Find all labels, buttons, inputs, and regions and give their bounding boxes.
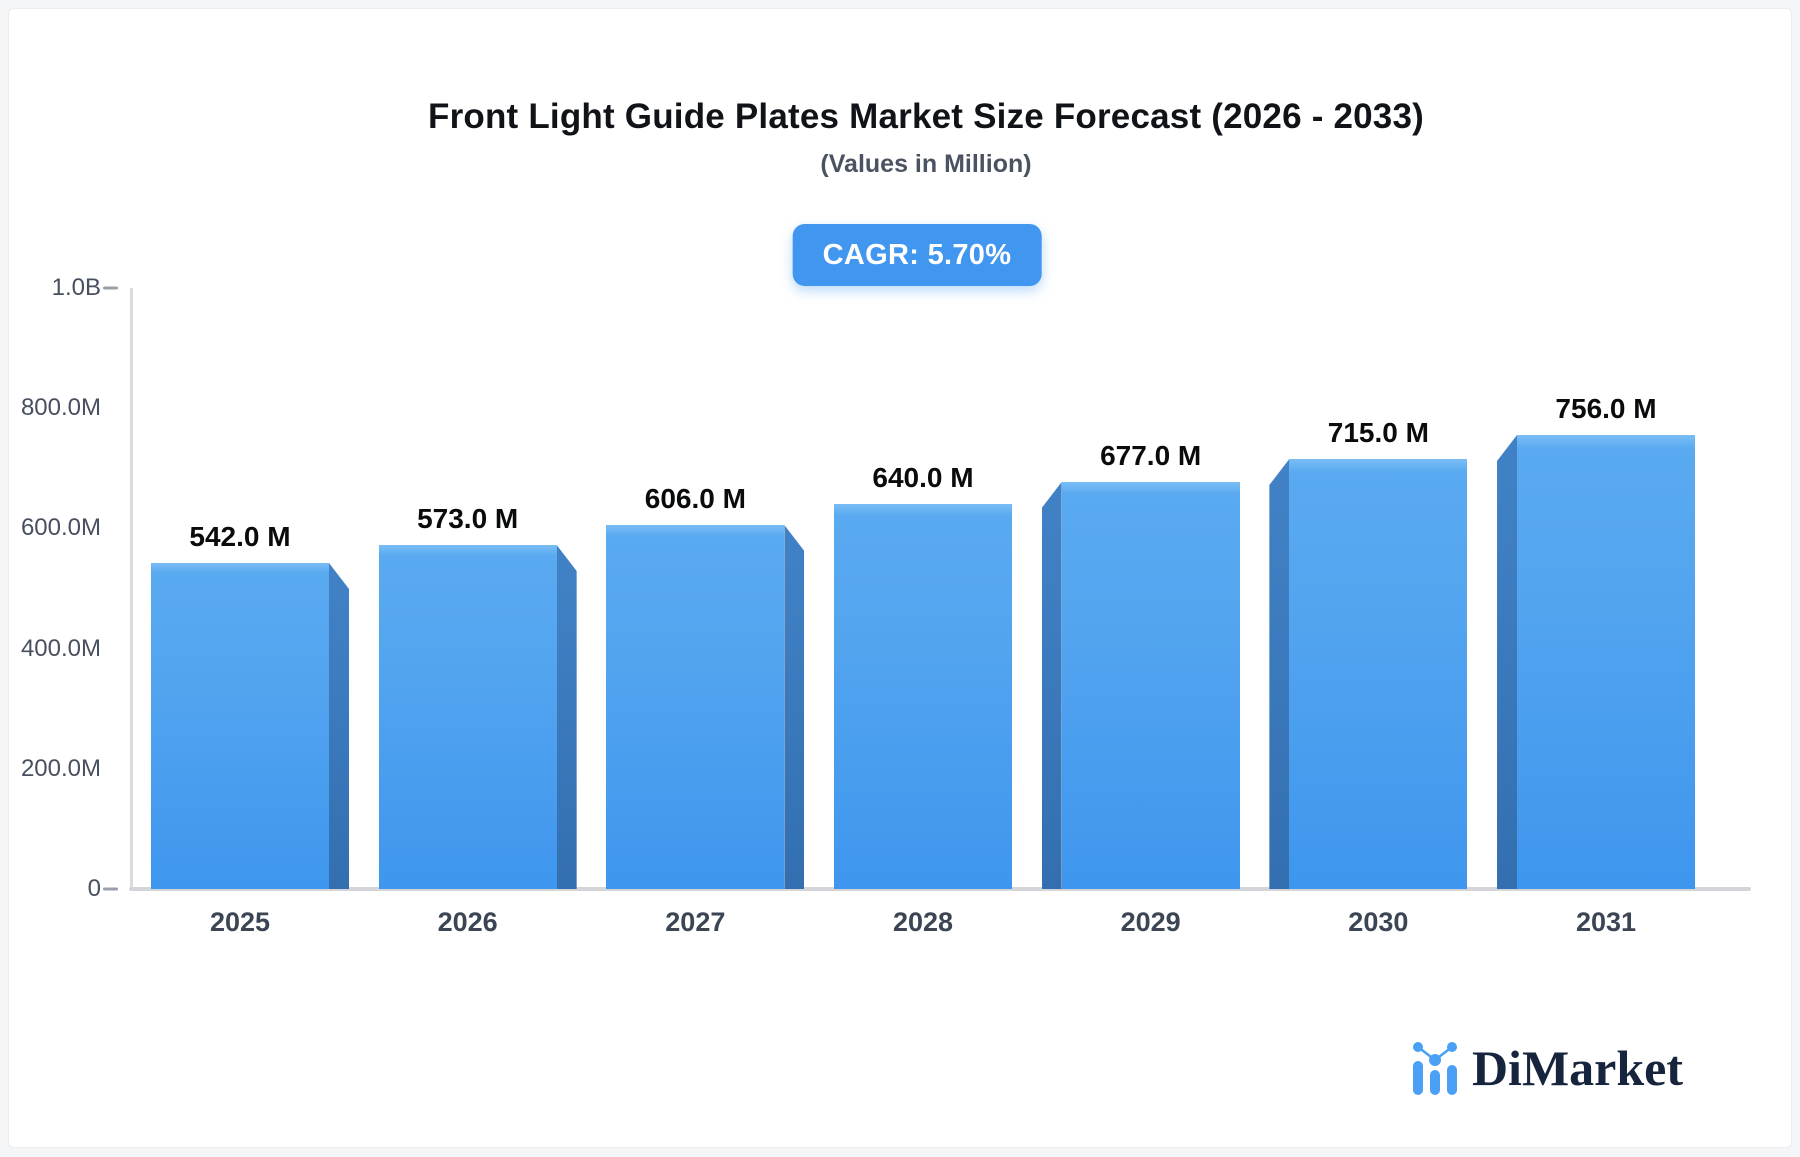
bar-side-face (329, 563, 349, 889)
x-axis-label-2028: 2028 (892, 907, 954, 937)
bar-side-face (1497, 435, 1518, 889)
bar-face (606, 525, 785, 889)
chart-card: Front Light Guide Plates Market Size For… (8, 8, 1792, 1148)
bar-value-label: 715.0 M (1327, 417, 1429, 448)
cagr-badge: CAGR: 5.70% (792, 224, 1042, 286)
bar-face (1289, 459, 1468, 889)
bar-value-label: 542.0 M (189, 521, 291, 552)
x-axis-label-2030: 2030 (1348, 907, 1409, 937)
bar-side-face (1041, 482, 1062, 889)
bar-value-label: 756.0 M (1555, 393, 1657, 424)
bar-2025[interactable]: 542.0 M (151, 521, 349, 889)
bar-side-face (784, 525, 805, 889)
bar-2029[interactable]: 677.0 M (1041, 440, 1240, 889)
bar-side-face (1269, 459, 1290, 889)
chart-title: Front Light Guide Plates Market Size For… (428, 97, 1424, 136)
y-axis-tick-label: 200.0M (20, 754, 101, 782)
bar-face (1061, 482, 1240, 889)
bar-face (151, 563, 329, 889)
y-axis-tick-label: 800.0M (20, 394, 101, 422)
bar-value-label: 606.0 M (644, 483, 746, 514)
mini-bar-line-chart-icon (1412, 1042, 1457, 1095)
y-axis-tick-label: 600.0M (20, 514, 101, 542)
chart-subtitle: (Values in Million) (820, 150, 1032, 178)
y-axis-tick-label: 400.0M (20, 634, 101, 662)
x-axis-label-2031: 2031 (1575, 907, 1637, 937)
logo-text: DiMarket (1471, 1040, 1683, 1096)
bar-value-label: 573.0 M (417, 503, 519, 534)
y-axis-tick-dash (103, 286, 118, 290)
bar-face (378, 545, 557, 889)
bar-2028[interactable]: 640.0 M (834, 462, 1012, 889)
bar-2031[interactable]: 756.0 M (1497, 393, 1696, 889)
bar-face (834, 504, 1012, 889)
bar-side-face (556, 545, 577, 889)
x-axis-label-2025: 2025 (209, 907, 271, 937)
x-axis-label-2029: 2029 (1120, 907, 1181, 937)
x-axis-label-2027: 2027 (665, 907, 726, 937)
bar-value-label: 640.0 M (872, 462, 974, 493)
y-axis-line (130, 288, 133, 889)
dimarket-logo: DiMarket (1412, 1039, 1683, 1097)
x-axis-line (129, 887, 1751, 891)
y-axis-tick-label: 1.0B (51, 274, 101, 301)
bar-value-label: 677.0 M (1100, 440, 1202, 471)
bar-2027[interactable]: 606.0 M (606, 483, 805, 889)
bar-face (1517, 435, 1696, 889)
x-axis-label-2026: 2026 (437, 907, 498, 937)
y-axis-tick-dash (103, 887, 118, 891)
bar-2026[interactable]: 573.0 M (378, 503, 577, 889)
y-axis-tick-label: 0 (87, 875, 101, 902)
bar-2030[interactable]: 715.0 M (1269, 417, 1468, 889)
